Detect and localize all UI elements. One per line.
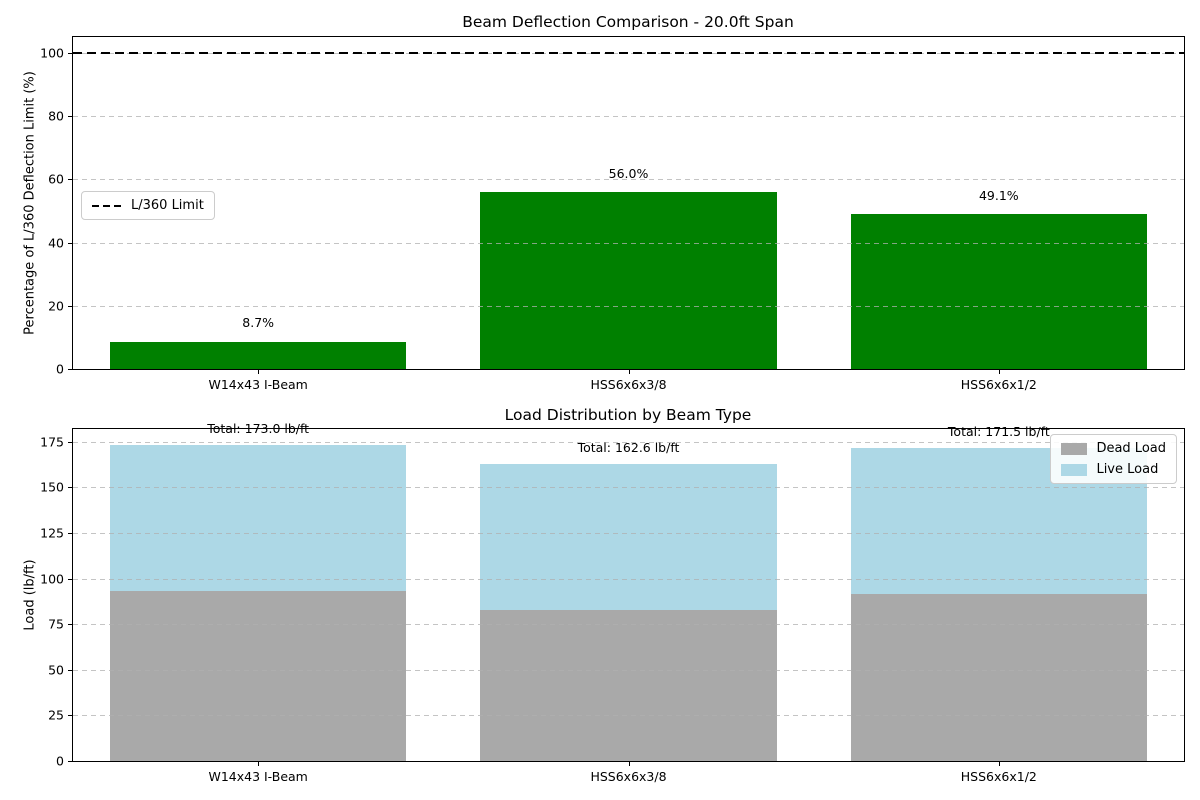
bar-segment-dead-load-hss6x6x1-2	[850, 594, 1147, 761]
bar-segment-live-load-hss6x6x3-8	[480, 464, 777, 611]
bar-value-label-hss6x6x3-8: 56.0%	[608, 165, 649, 181]
loads-plot-area: Dead Load Live Load 0 25 50 75 100 125 150 175 T…	[40, 421, 1185, 784]
x-tick-hss6x6x1-2	[998, 369, 1000, 374]
x-tick-w14x43-i-beam	[258, 761, 260, 766]
live-load-legend-swatch	[1061, 463, 1088, 476]
dashed-line-legend-marker	[92, 204, 122, 207]
gridline-25	[73, 715, 1184, 717]
legend-entry-l360-limit: L/360 Limit	[92, 198, 204, 213]
bar-value-label-w14x43-i-beam: 8.7%	[242, 315, 275, 331]
x-tick-label-hss6x6x1-2: HSS6x6x1/2	[960, 377, 1037, 392]
y-tick-label-100: 100	[40, 45, 64, 61]
y-tick-0	[68, 761, 73, 762]
legend-deflection: L/360 Limit	[81, 191, 215, 220]
y-tick-0	[68, 369, 73, 370]
y-tick-label-125: 125	[40, 525, 64, 541]
y-tick-label-100: 100	[40, 571, 64, 587]
x-tick-w14x43-i-beam	[258, 369, 260, 374]
bar-hss6x6x3-8	[480, 191, 777, 369]
y-tick-75	[68, 624, 73, 626]
gridline-20	[73, 305, 1184, 307]
total-label-w14x43-i-beam: Total: 173.0 lb/ft	[207, 421, 310, 437]
x-tick-label-w14x43-i-beam: W14x43 I-Beam	[208, 377, 308, 392]
deflection-plot-area: L/360 Limit 0 20 40 60 80 100 8.7% W14x43 I-Bea…	[40, 36, 1185, 392]
bar-hss6x6x1-2	[850, 213, 1147, 369]
y-tick-20	[68, 305, 73, 307]
legend-entry-label: L/360 Limit	[131, 198, 204, 213]
total-label-hss6x6x3-8: Total: 162.6 lb/ft	[577, 440, 680, 456]
x-tick-hss6x6x3-8	[628, 761, 630, 766]
gridline-175	[73, 441, 1184, 443]
bar-segment-dead-load-hss6x6x3-8	[480, 610, 777, 761]
bar-segment-dead-load-w14x43-i-beam	[110, 591, 407, 761]
x-tick-label-hss6x6x3-8: HSS6x6x3/8	[590, 769, 667, 784]
gridline-60	[73, 179, 1184, 181]
y-tick-label-75: 75	[48, 616, 64, 632]
y-tick-label-25: 25	[48, 707, 64, 723]
y-tick-label-0: 0	[56, 753, 64, 769]
x-tick-label-w14x43-i-beam: W14x43 I-Beam	[208, 769, 308, 784]
gridline-80	[73, 116, 1184, 118]
y-tick-label-50: 50	[48, 662, 64, 678]
y-tick-label-175: 175	[40, 434, 64, 450]
y-tick-150	[68, 487, 73, 489]
y-tick-label-0: 0	[56, 361, 64, 377]
y-tick-60	[68, 179, 73, 181]
legend-entry-label: Live Load	[1096, 462, 1159, 477]
gridline-50	[73, 669, 1184, 671]
chart-title-loads: Load Distribution by Beam Type	[504, 406, 752, 424]
y-tick-label-40: 40	[48, 235, 64, 251]
y-tick-50	[68, 669, 73, 671]
total-label-hss6x6x1-2: Total: 171.5 lb/ft	[947, 424, 1050, 440]
bar-segment-live-load-w14x43-i-beam	[110, 445, 407, 592]
y-tick-label-60: 60	[48, 171, 64, 187]
x-tick-label-hss6x6x3-8: HSS6x6x3/8	[590, 377, 667, 392]
gridline-125	[73, 532, 1184, 534]
legend-entry-live-load: Live Load	[1061, 462, 1166, 477]
bar-value-label-hss6x6x1-2: 49.1%	[978, 187, 1019, 203]
y-axis-label-loads: Load (lb/ft)	[22, 559, 38, 631]
dead-load-legend-swatch	[1061, 442, 1088, 455]
gridline-75	[73, 624, 1184, 626]
chart-title-deflection: Beam Deflection Comparison - 20.0ft Span	[462, 13, 794, 31]
y-tick-125	[68, 532, 73, 534]
limit-line-l-360-limit	[73, 51, 1184, 54]
x-tick-label-hss6x6x1-2: HSS6x6x1/2	[960, 769, 1037, 784]
y-tick-label-20: 20	[48, 298, 64, 314]
y-tick-175	[68, 441, 73, 443]
gridline-150	[73, 487, 1184, 489]
legend-entry-dead-load: Dead Load	[1061, 441, 1166, 456]
gridline-100	[73, 578, 1184, 580]
x-tick-hss6x6x1-2	[998, 761, 1000, 766]
y-tick-label-80: 80	[48, 108, 64, 124]
y-axis-label-deflection: Percentage of L/360 Deflection Limit (%)	[22, 71, 38, 335]
y-tick-100	[68, 52, 73, 54]
x-tick-hss6x6x3-8	[628, 369, 630, 374]
y-tick-label-150: 150	[40, 479, 64, 495]
y-tick-25	[68, 715, 73, 717]
gridline-40	[73, 242, 1184, 244]
legend-loads: Dead Load Live Load	[1050, 434, 1177, 484]
y-tick-80	[68, 116, 73, 118]
bar-w14x43-i-beam	[110, 341, 407, 369]
legend-entry-label: Dead Load	[1096, 441, 1166, 456]
y-tick-40	[68, 242, 73, 244]
y-tick-100	[68, 578, 73, 580]
